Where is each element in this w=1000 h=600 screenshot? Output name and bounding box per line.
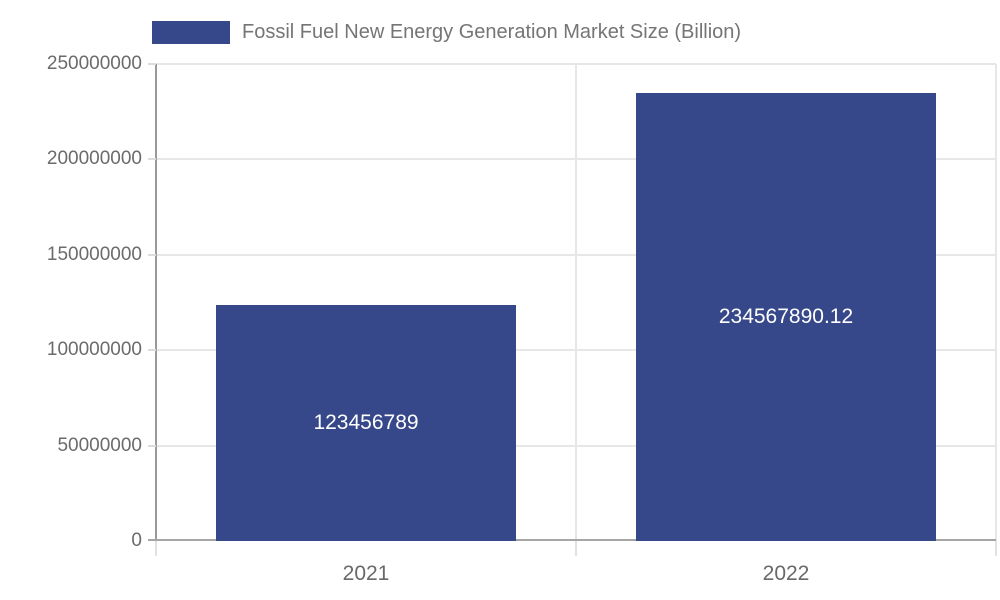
bar[interactable]: 123456789 bbox=[216, 305, 516, 541]
y-axis-line bbox=[155, 64, 157, 541]
y-tick-label: 250000000 bbox=[46, 53, 142, 74]
y-tick-label: 100000000 bbox=[46, 339, 142, 361]
legend: Fossil Fuel New Energy Generation Market… bbox=[152, 18, 741, 46]
y-tick-label: 0 bbox=[131, 530, 142, 551]
bar[interactable]: 234567890.12 bbox=[636, 93, 936, 541]
gridline-vertical bbox=[995, 64, 997, 541]
bar-value-label: 234567890.12 bbox=[718, 305, 854, 329]
y-axis-tick bbox=[148, 349, 156, 352]
gridline-horizontal bbox=[156, 158, 996, 161]
gridline-vertical bbox=[575, 64, 577, 541]
gridline-horizontal bbox=[156, 444, 996, 447]
y-tick-label: 50000000 bbox=[57, 434, 142, 456]
plot-area: 123456789 234567890.12 bbox=[148, 63, 997, 556]
legend-swatch[interactable] bbox=[152, 20, 230, 44]
y-axis-tick bbox=[148, 63, 156, 65]
y-tick-label: 150000000 bbox=[46, 243, 142, 265]
chart-title: Fossil Fuel New Energy Generation Market… bbox=[242, 20, 742, 43]
x-axis-tick bbox=[995, 541, 997, 556]
bar-value-label: 123456789 bbox=[313, 411, 419, 435]
y-tick-label: 200000000 bbox=[46, 148, 142, 170]
y-axis-tick bbox=[148, 444, 156, 447]
x-tick-label: 2021 bbox=[342, 562, 390, 585]
y-axis-tick bbox=[148, 158, 156, 161]
x-axis-tick bbox=[575, 541, 577, 556]
gridline-horizontal bbox=[156, 349, 996, 352]
gridline-horizontal bbox=[156, 253, 996, 256]
gridline-horizontal bbox=[156, 63, 996, 65]
x-tick-label: 2022 bbox=[762, 562, 810, 585]
y-axis-tick bbox=[148, 253, 156, 256]
x-axis-tick bbox=[155, 541, 157, 556]
x-axis-line bbox=[148, 539, 996, 541]
